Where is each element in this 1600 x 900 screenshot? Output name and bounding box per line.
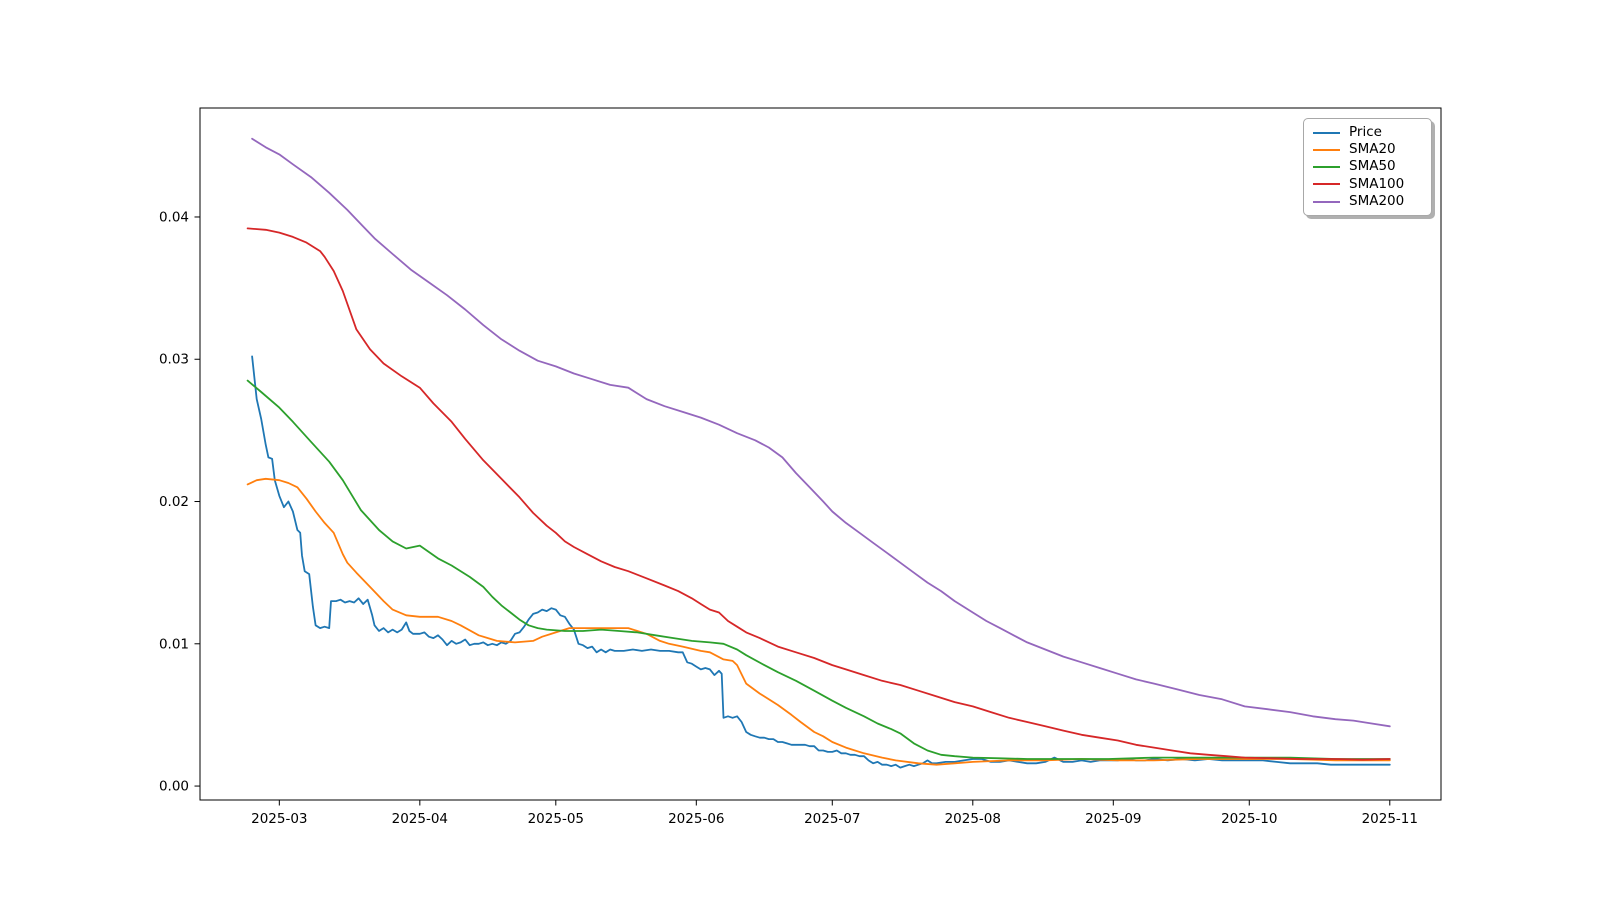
legend-item-sma100: SMA100 bbox=[1313, 176, 1423, 193]
legend-line-sample-sma200 bbox=[1313, 200, 1340, 203]
axes-spines bbox=[199, 107, 1442, 801]
x-tick-label-2025-05: 2025-05 bbox=[528, 811, 584, 827]
legend-item-price: Price bbox=[1313, 124, 1423, 141]
legend-label-sma200: SMA200 bbox=[1349, 192, 1405, 209]
y-tick-label-0.01: 0.01 bbox=[159, 636, 189, 652]
legend: Price SMA20 SMA50 SMA100 SMA200 bbox=[1303, 118, 1432, 216]
plot-area bbox=[246, 137, 1391, 769]
legend-label-sma100: SMA100 bbox=[1349, 175, 1405, 192]
legend-line-sample-sma100 bbox=[1313, 183, 1340, 186]
legend-label-price: Price bbox=[1349, 123, 1382, 140]
y-tick-label-0.02: 0.02 bbox=[159, 494, 189, 510]
x-tick-label-2025-07: 2025-07 bbox=[804, 811, 860, 827]
series-line-sma200 bbox=[251, 137, 1391, 728]
series-line-sma20 bbox=[246, 477, 1391, 766]
x-tick-label-2025-08: 2025-08 bbox=[945, 811, 1001, 827]
series-line-price bbox=[251, 355, 1391, 769]
x-tick-label-2025-11: 2025-11 bbox=[1362, 811, 1418, 827]
legend-label-sma20: SMA20 bbox=[1349, 141, 1396, 157]
legend-item-sma20: SMA20 bbox=[1313, 141, 1423, 158]
series-line-sma50 bbox=[246, 379, 1391, 760]
x-tick-label-2025-03: 2025-03 bbox=[251, 811, 307, 827]
x-tick-label-2025-10: 2025-10 bbox=[1221, 811, 1277, 827]
y-tick-label-0.00: 0.00 bbox=[159, 779, 189, 795]
x-tick-label-2025-09: 2025-09 bbox=[1085, 811, 1141, 827]
x-tick-label-2025-04: 2025-04 bbox=[392, 811, 448, 827]
series-line-sma100 bbox=[246, 227, 1391, 761]
legend-item-sma50: SMA50 bbox=[1313, 159, 1423, 176]
x-tick-label-2025-06: 2025-06 bbox=[668, 811, 724, 827]
legend-label-sma50: SMA50 bbox=[1349, 158, 1396, 175]
legend-line-sample-sma50 bbox=[1313, 166, 1340, 168]
legend-item-sma200: SMA200 bbox=[1313, 193, 1423, 210]
legend-line-sample-price bbox=[1313, 131, 1340, 134]
y-tick-label-0.04: 0.04 bbox=[159, 209, 189, 225]
legend-line-sample-sma20 bbox=[1313, 148, 1340, 151]
y-tick-label-0.03: 0.03 bbox=[159, 352, 189, 368]
